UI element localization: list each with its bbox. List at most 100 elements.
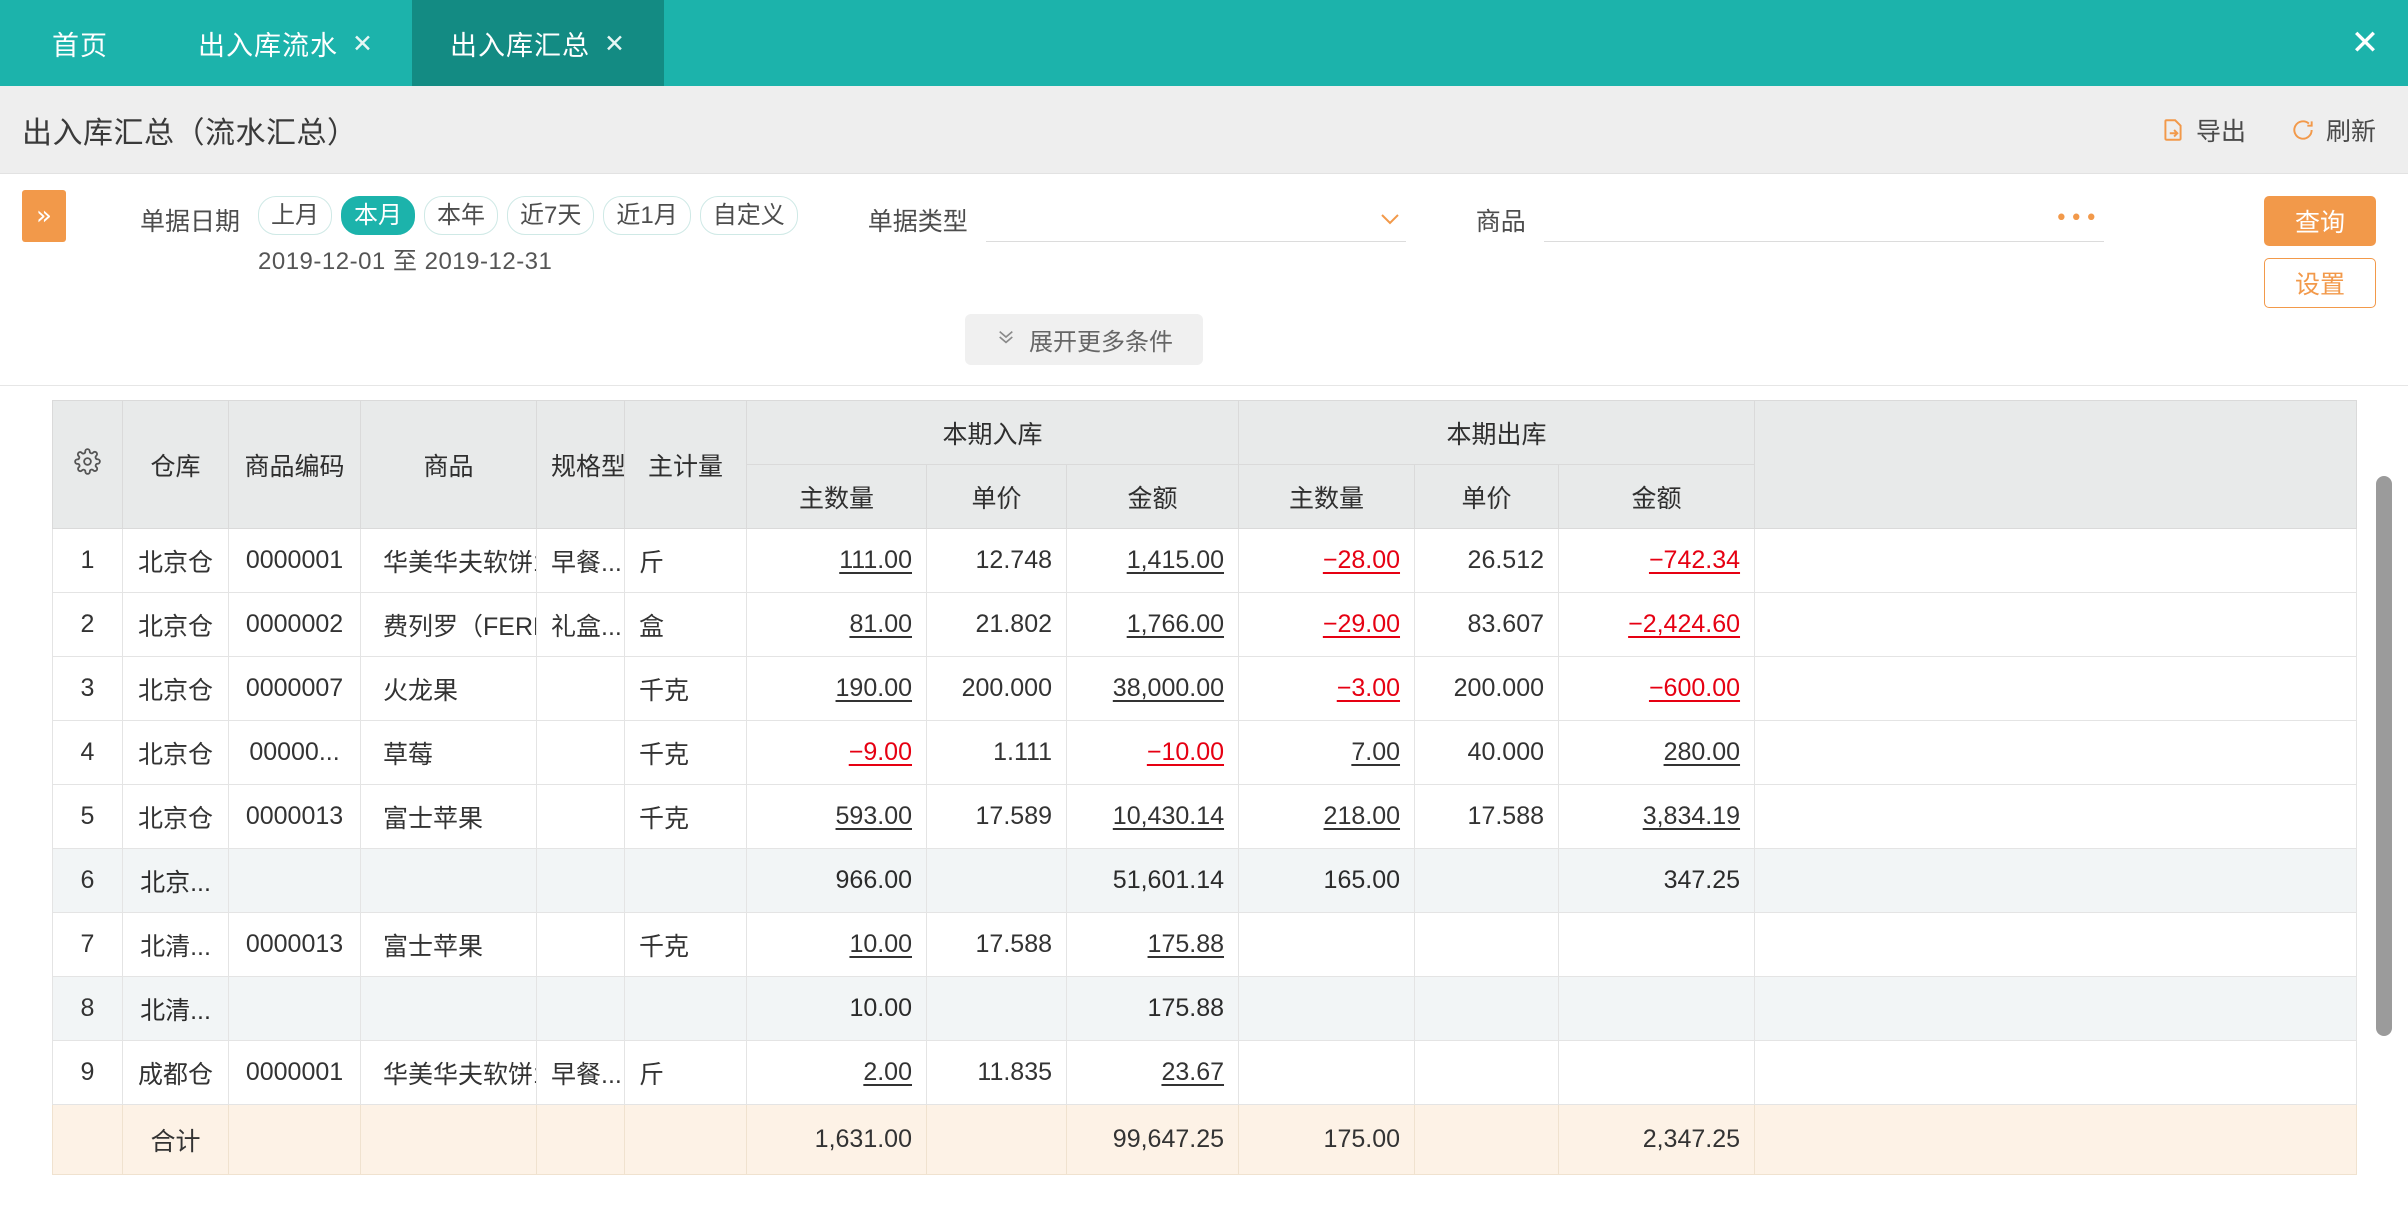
cell-link-in-qty[interactable]: 81.00 — [849, 610, 912, 638]
collapse-sidebar-toggle[interactable]: » — [22, 190, 66, 242]
export-button[interactable]: 导出 — [2160, 112, 2246, 148]
subtotal-row[interactable]: 8 北清... 10.00 175.88 — [52, 976, 2358, 1041]
cell-in-qty[interactable]: 10.00 — [746, 912, 927, 977]
cell-filler — [1754, 656, 2358, 721]
cell-in-amount[interactable]: 1,766.00 — [1065, 592, 1240, 657]
chevron-down-icon[interactable] — [1378, 207, 1402, 231]
column-header-warehouse[interactable]: 仓库 — [122, 400, 229, 529]
table-row[interactable]: 1北京仓0000001华美华夫软饼12...早餐...斤 111.00 12.748… — [52, 528, 2358, 593]
settings-button[interactable]: 设置 — [2264, 258, 2376, 308]
column-header-out-amount[interactable]: 金额 — [1558, 464, 1756, 529]
cell-out-qty[interactable]: −28.00 — [1238, 528, 1416, 593]
tab-inout-summary[interactable]: 出入库汇总 ✕ — [411, 0, 664, 86]
cell-in-qty[interactable]: 593.00 — [746, 784, 927, 849]
cell-in-amount[interactable]: −10.00 — [1065, 720, 1240, 785]
cell-link-out-amount[interactable]: −2,424.60 — [1628, 610, 1741, 638]
cell-in-amount[interactable]: 38,000.00 — [1065, 656, 1240, 721]
cell-out-qty[interactable]: 7.00 — [1238, 720, 1416, 785]
column-header-out-qty[interactable]: 主数量 — [1238, 464, 1416, 529]
tab-inout-flow[interactable]: 出入库流水 ✕ — [160, 0, 412, 86]
cell-in-qty[interactable]: −9.00 — [746, 720, 927, 785]
cell-in-qty[interactable]: 190.00 — [746, 656, 927, 721]
cell-link-in-amount[interactable]: 10,430.14 — [1112, 802, 1225, 830]
cell-link-out-qty[interactable]: −28.00 — [1322, 546, 1401, 574]
cell-in-amount[interactable]: 23.67 — [1065, 1040, 1240, 1105]
cell-link-out-amount[interactable]: −600.00 — [1648, 674, 1741, 702]
cell-out-amount[interactable]: −742.34 — [1558, 528, 1756, 593]
expand-more-conditions-button[interactable]: 展开更多条件 — [965, 314, 1203, 365]
cell-in-qty[interactable]: 81.00 — [746, 592, 927, 657]
cell-link-out-amount[interactable]: 280.00 — [1663, 738, 1741, 766]
tab-close-icon[interactable]: ✕ — [603, 28, 626, 58]
goods-input-wrap[interactable]: ••• — [1543, 196, 2104, 242]
cell-out-amount[interactable]: 3,834.19 — [1558, 784, 1756, 849]
cell-link-out-amount[interactable]: −742.34 — [1648, 546, 1741, 574]
table-row[interactable]: 7 北清... 0000013 富士苹果 千克 10.00 17.588 175.88 — [52, 912, 2358, 977]
column-header-spec[interactable]: 规格型号 — [536, 400, 625, 529]
date-chip-this-month[interactable]: 本月 — [341, 196, 416, 236]
goods-input[interactable] — [1543, 204, 2104, 233]
table-row[interactable]: 5 北京仓 0000013 富士苹果 千克 593.00 17.589 10,430.14 21… — [52, 784, 2358, 849]
gear-icon[interactable] — [74, 447, 101, 482]
doc-type-input[interactable] — [985, 204, 1406, 233]
cell-link-in-qty[interactable]: 190.00 — [835, 674, 912, 702]
cell-link-in-amount[interactable]: 23.67 — [1161, 1058, 1225, 1086]
cell-in-qty[interactable]: 111.00 — [746, 528, 927, 593]
vertical-scrollbar-thumb[interactable] — [2376, 476, 2392, 1036]
tab-home[interactable]: 首页 — [0, 0, 160, 86]
tab-close-icon[interactable]: ✕ — [352, 28, 374, 58]
cell-out-amount[interactable]: −600.00 — [1558, 656, 1756, 721]
table-row[interactable]: 9成都仓0000001华美华夫软饼12...早餐...斤 2.00 11.835 23… — [52, 1040, 2358, 1105]
cell-in-qty[interactable]: 2.00 — [746, 1040, 927, 1105]
cell-out-amount[interactable]: 280.00 — [1558, 720, 1756, 785]
column-header-goods[interactable]: 商品 — [360, 400, 537, 529]
column-settings-button[interactable] — [52, 400, 123, 529]
refresh-button[interactable]: 刷新 — [2290, 112, 2376, 148]
date-chip-custom[interactable]: 自定义 — [699, 196, 798, 236]
cell-link-in-amount[interactable]: 1,766.00 — [1126, 610, 1225, 638]
column-header-in-price[interactable]: 单价 — [926, 464, 1067, 529]
table-row[interactable]: 3 北京仓 0000007 火龙果 千克 190.00 200.000 38,000.00 −3… — [52, 656, 2358, 721]
date-range-text[interactable]: 2019-12-01 至 2019-12-31 — [258, 248, 553, 276]
cell-link-in-amount[interactable]: 1,415.00 — [1126, 546, 1225, 574]
cell-link-in-amount[interactable]: −10.00 — [1146, 738, 1225, 766]
doc-type-input-wrap[interactable] — [985, 196, 1406, 242]
cell-out-qty[interactable]: −29.00 — [1238, 592, 1416, 657]
cell-link-in-amount[interactable]: 175.88 — [1147, 930, 1225, 958]
date-chip-last-7-days[interactable]: 近7天 — [507, 196, 595, 236]
query-button[interactable]: 查询 — [2264, 196, 2376, 246]
cell-link-in-qty[interactable]: −9.00 — [848, 738, 912, 766]
ellipsis-icon[interactable]: ••• — [2054, 205, 2100, 231]
subtotal-row[interactable]: 6 北京... 966.00 51,601.14 165.00 347.25 — [52, 848, 2358, 913]
cell-out-amount[interactable]: −2,424.60 — [1558, 592, 1756, 657]
cell-link-out-qty[interactable]: −3.00 — [1336, 674, 1401, 702]
cell-link-out-qty[interactable]: 218.00 — [1323, 802, 1401, 830]
cell-link-out-qty[interactable]: 7.00 — [1351, 738, 1401, 766]
column-header-goods-code[interactable]: 商品编码 — [228, 400, 361, 529]
date-chip-last-month[interactable]: 上月 — [258, 196, 333, 236]
cell-out-qty[interactable]: −3.00 — [1238, 656, 1416, 721]
column-header-out-price[interactable]: 单价 — [1414, 464, 1560, 529]
total-out-price — [1414, 1104, 1560, 1175]
table-row[interactable]: 4 北京仓 00000... 草莓 千克 −9.00 1.111 −10.00 7.00 40.0… — [52, 720, 2358, 785]
table-group-header-row: 仓库 商品编码 商品 规格型号 主计量 本期入库 本期出库 — [52, 400, 2358, 529]
cell-link-in-qty[interactable]: 593.00 — [835, 802, 912, 830]
date-chip-this-year[interactable]: 本年 — [424, 196, 499, 236]
column-header-unit[interactable]: 主计量 — [624, 400, 747, 529]
cell-in-amount[interactable]: 10,430.14 — [1065, 784, 1240, 849]
cell-link-out-amount[interactable]: 3,834.19 — [1642, 802, 1741, 830]
column-header-in-amount[interactable]: 金额 — [1065, 464, 1240, 529]
cell-link-out-qty[interactable]: −29.00 — [1322, 610, 1401, 638]
cell-link-in-qty[interactable]: 2.00 — [863, 1058, 912, 1086]
cell-link-in-qty[interactable]: 10.00 — [849, 930, 912, 958]
cell-link-in-amount[interactable]: 38,000.00 — [1112, 674, 1225, 702]
window-close-icon[interactable]: ✕ — [2350, 23, 2380, 63]
cell-link-in-qty[interactable]: 111.00 — [839, 546, 912, 574]
cell-in-amount[interactable]: 1,415.00 — [1065, 528, 1240, 593]
cell-out-qty[interactable]: 218.00 — [1238, 784, 1416, 849]
date-chip-last-1-month[interactable]: 近1月 — [603, 196, 691, 236]
tab-inout-flow-label: 出入库流水 — [198, 30, 338, 61]
column-header-in-qty[interactable]: 主数量 — [746, 464, 927, 529]
cell-in-amount[interactable]: 175.88 — [1065, 912, 1240, 977]
